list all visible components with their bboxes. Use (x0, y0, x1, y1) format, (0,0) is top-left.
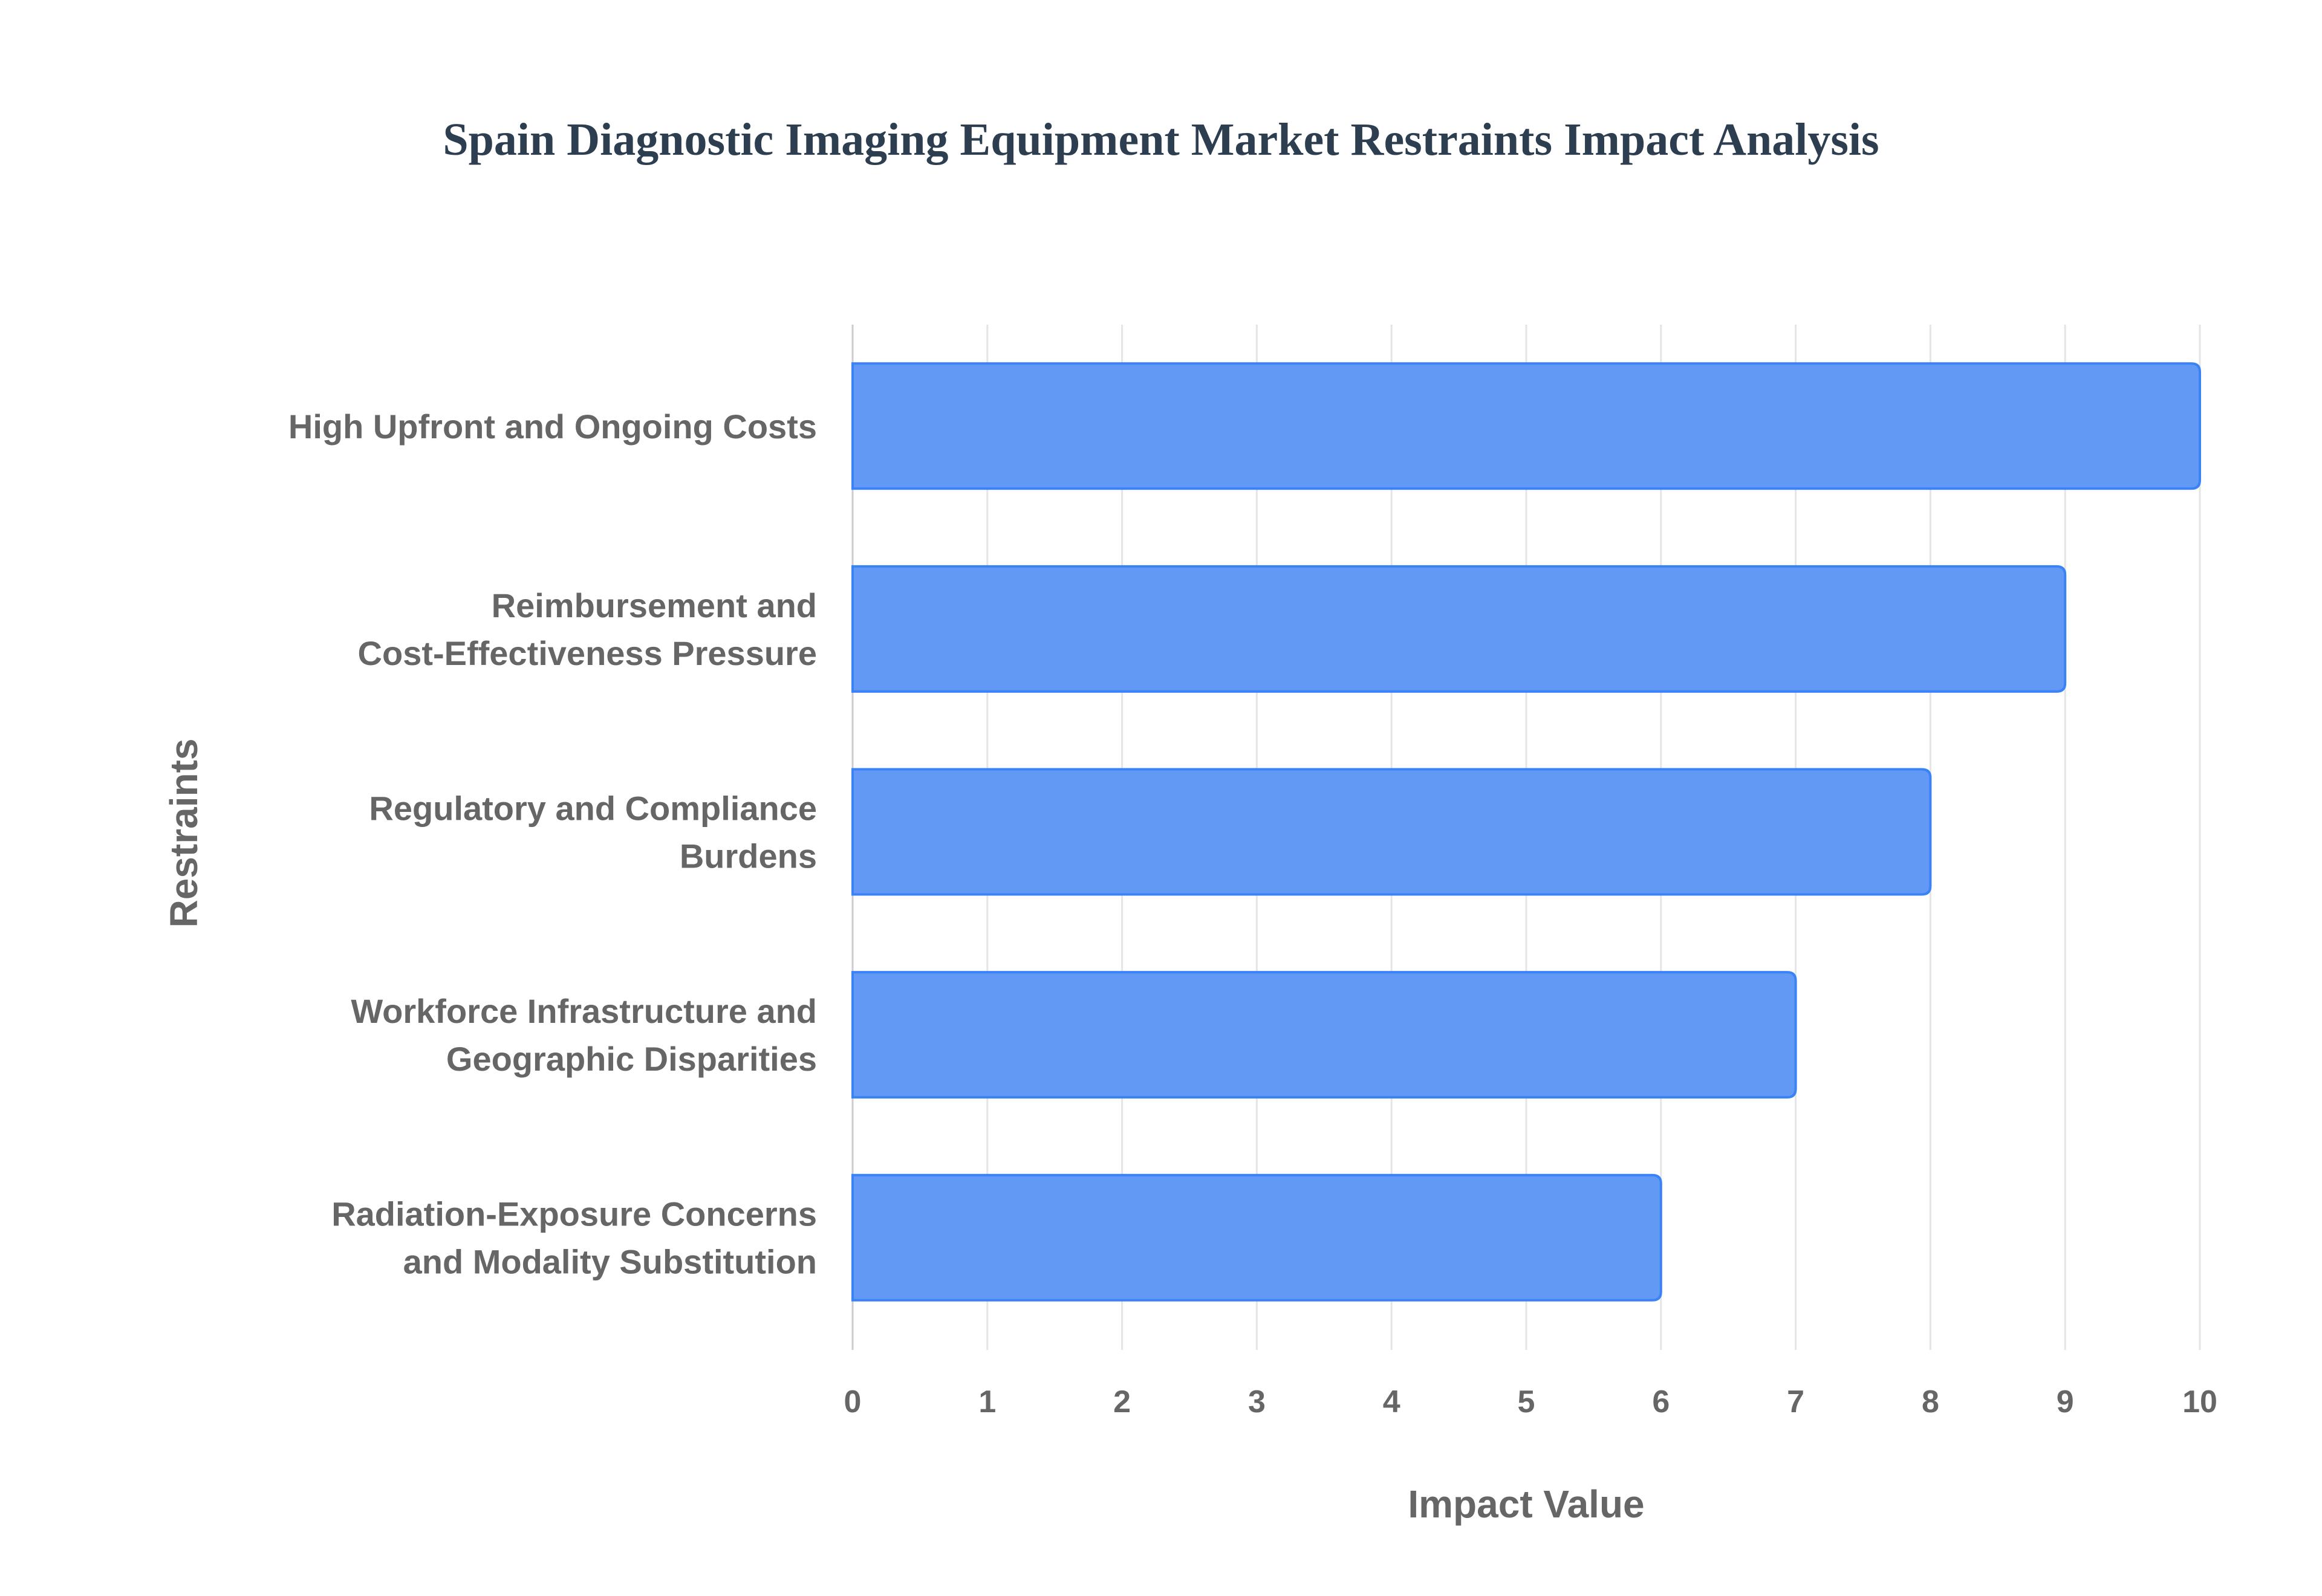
category-label: Geographic Disparities (446, 1040, 817, 1078)
x-tick-label: 10 (2182, 1384, 2217, 1419)
bar[interactable] (851, 971, 1797, 1099)
bar[interactable] (851, 768, 1932, 896)
x-tick-label: 5 (1518, 1384, 1535, 1419)
x-tick-label: 9 (2057, 1384, 2074, 1419)
x-tick-label: 8 (1922, 1384, 1939, 1419)
bar[interactable] (851, 565, 2067, 693)
bars (851, 362, 2201, 1302)
category-label: Workforce Infrastructure and (351, 992, 817, 1030)
category-label: High Upfront and Ongoing Costs (288, 407, 817, 446)
x-tick-label: 7 (1787, 1384, 1804, 1419)
x-tick-labels: 0 1 2 3 4 5 6 7 8 9 10 (844, 1384, 2217, 1419)
category-label: Cost-Effectiveness Pressure (358, 634, 817, 672)
bar[interactable] (851, 362, 2201, 490)
category-label: Regulatory and Compliance (369, 790, 817, 828)
chart-title: Spain Diagnostic Imaging Equipment Marke… (443, 114, 1879, 165)
x-tick-label: 4 (1383, 1384, 1400, 1419)
category-label: Burdens (680, 837, 817, 875)
x-tick-label: 3 (1248, 1384, 1266, 1419)
category-label: Reimbursement and (492, 586, 817, 624)
x-tick-label: 1 (978, 1384, 996, 1419)
x-axis-title: Impact Value (1408, 1482, 1644, 1526)
y-axis-title: Restraints (162, 739, 206, 928)
x-tick-label: 0 (844, 1384, 862, 1419)
category-labels: High Upfront and Ongoing Costs Reimbursem… (288, 407, 817, 1281)
x-tick-label: 2 (1113, 1384, 1131, 1419)
category-label: Radiation-Exposure Concerns (331, 1195, 817, 1233)
x-tick-label: 6 (1652, 1384, 1670, 1419)
bar[interactable] (851, 1173, 1662, 1302)
category-label: and Modality Substitution (403, 1243, 817, 1281)
